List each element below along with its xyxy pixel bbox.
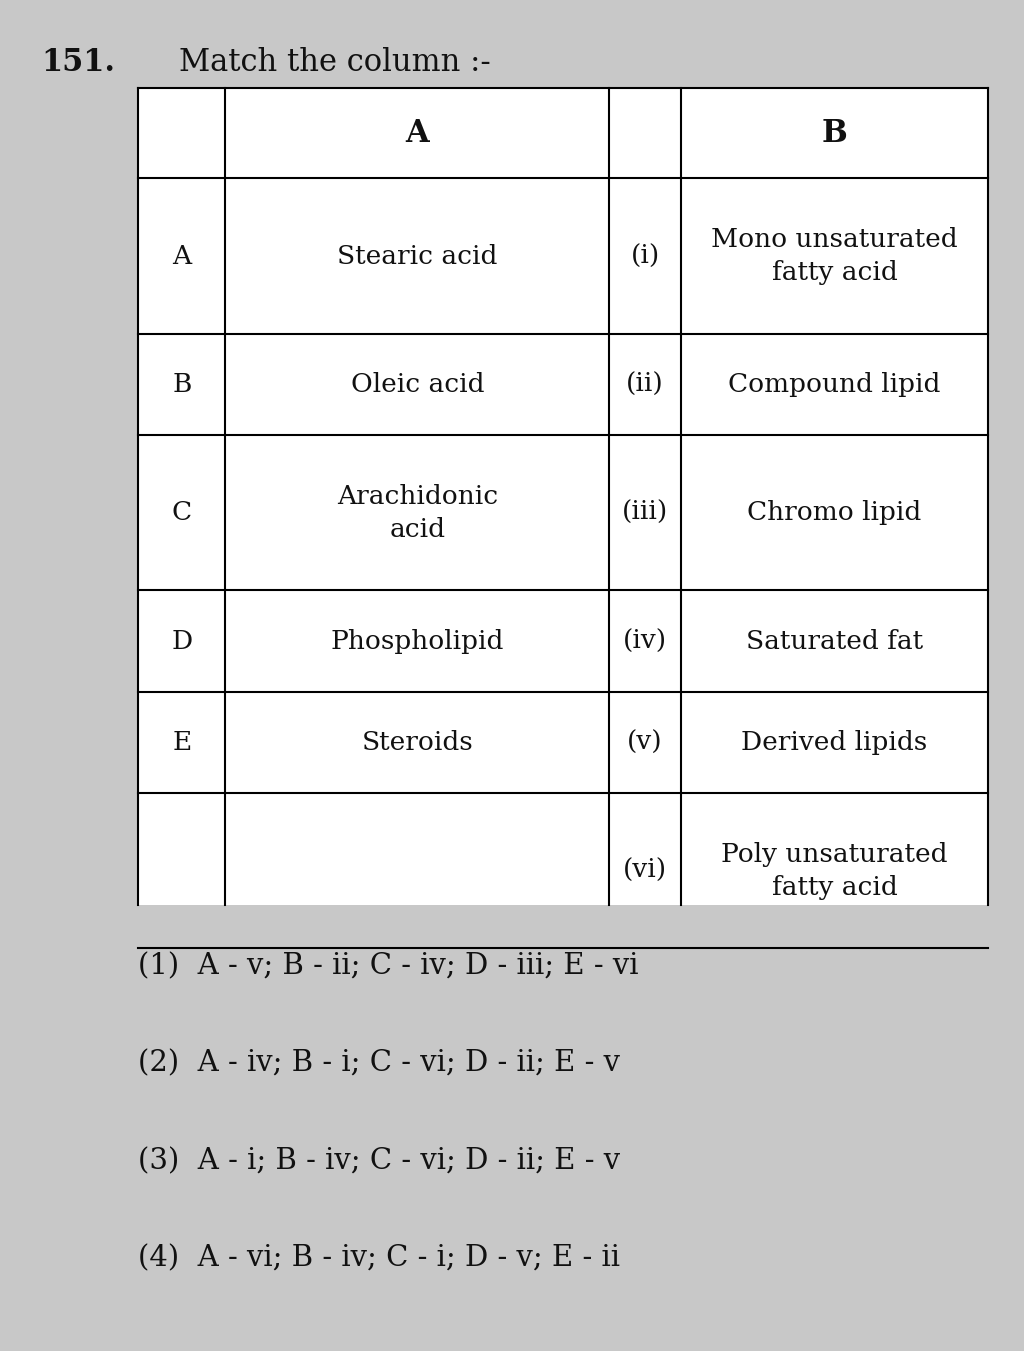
Text: (iii): (iii) (622, 500, 669, 526)
Text: Phospholipid: Phospholipid (331, 628, 504, 654)
Bar (138, 88, 988, 905)
Text: Stearic acid: Stearic acid (337, 243, 498, 269)
Text: (vi): (vi) (623, 858, 668, 884)
Text: A: A (406, 118, 429, 149)
Text: Chromo lipid: Chromo lipid (748, 500, 922, 526)
Text: Poly unsaturated
fatty acid: Poly unsaturated fatty acid (721, 842, 948, 900)
Text: (ii): (ii) (627, 372, 664, 397)
Text: Arachidonic
acid: Arachidonic acid (337, 484, 498, 542)
Text: Mono unsaturated
fatty acid: Mono unsaturated fatty acid (712, 227, 957, 285)
Text: B: B (821, 118, 848, 149)
Text: (4)  A - vi; B - iv; C - i; D - v; E - ii: (4) A - vi; B - iv; C - i; D - v; E - ii (138, 1244, 621, 1273)
Text: B: B (172, 372, 191, 397)
Text: A: A (172, 243, 191, 269)
Text: (3)  A - i; B - iv; C - vi; D - ii; E - v: (3) A - i; B - iv; C - vi; D - ii; E - v (138, 1147, 621, 1175)
Text: Match the column :-: Match the column :- (179, 47, 490, 78)
Text: C: C (172, 500, 191, 526)
Text: (1)  A - v; B - ii; C - iv; D - iii; E - vi: (1) A - v; B - ii; C - iv; D - iii; E - … (138, 952, 639, 981)
Text: Oleic acid: Oleic acid (350, 372, 484, 397)
Text: Compound lipid: Compound lipid (728, 372, 941, 397)
Text: (iv): (iv) (623, 628, 668, 654)
Text: (i): (i) (631, 243, 659, 269)
Text: Derived lipids: Derived lipids (741, 730, 928, 755)
Text: Steroids: Steroids (361, 730, 473, 755)
Text: (2)  A - iv; B - i; C - vi; D - ii; E - v: (2) A - iv; B - i; C - vi; D - ii; E - v (138, 1050, 621, 1078)
Text: D: D (171, 628, 193, 654)
Text: 151.: 151. (41, 47, 115, 78)
Text: (v): (v) (628, 730, 663, 755)
Text: Saturated fat: Saturated fat (746, 628, 923, 654)
Text: E: E (172, 730, 191, 755)
